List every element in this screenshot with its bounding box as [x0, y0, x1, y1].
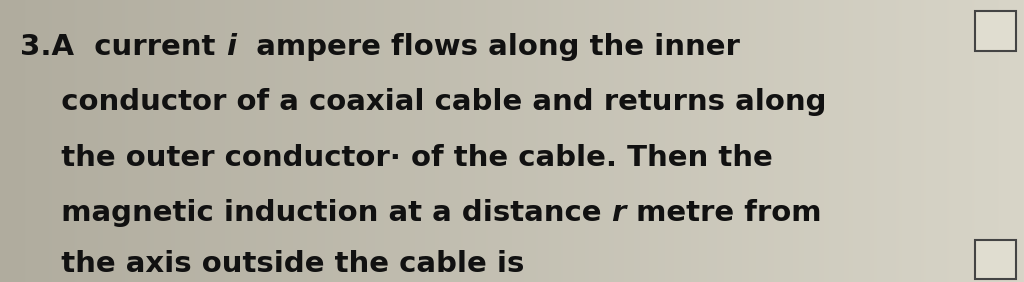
Bar [975, 240, 1016, 279]
Text: magnetic induction at a distance: magnetic induction at a distance [41, 199, 611, 227]
Text: metre from: metre from [626, 199, 821, 227]
Text: conductor of a coaxial cable and returns along: conductor of a coaxial cable and returns… [41, 88, 826, 116]
Bar [975, 11, 1016, 51]
Text: the axis outside the cable is: the axis outside the cable is [41, 250, 524, 278]
Text: i: i [226, 32, 236, 61]
Text: ampere flows along the inner: ampere flows along the inner [236, 32, 740, 61]
Text: 3.A  current: 3.A current [20, 32, 226, 61]
Text: r: r [611, 199, 626, 227]
Text: the outer conductor· of the cable. Then the: the outer conductor· of the cable. Then … [41, 144, 773, 172]
